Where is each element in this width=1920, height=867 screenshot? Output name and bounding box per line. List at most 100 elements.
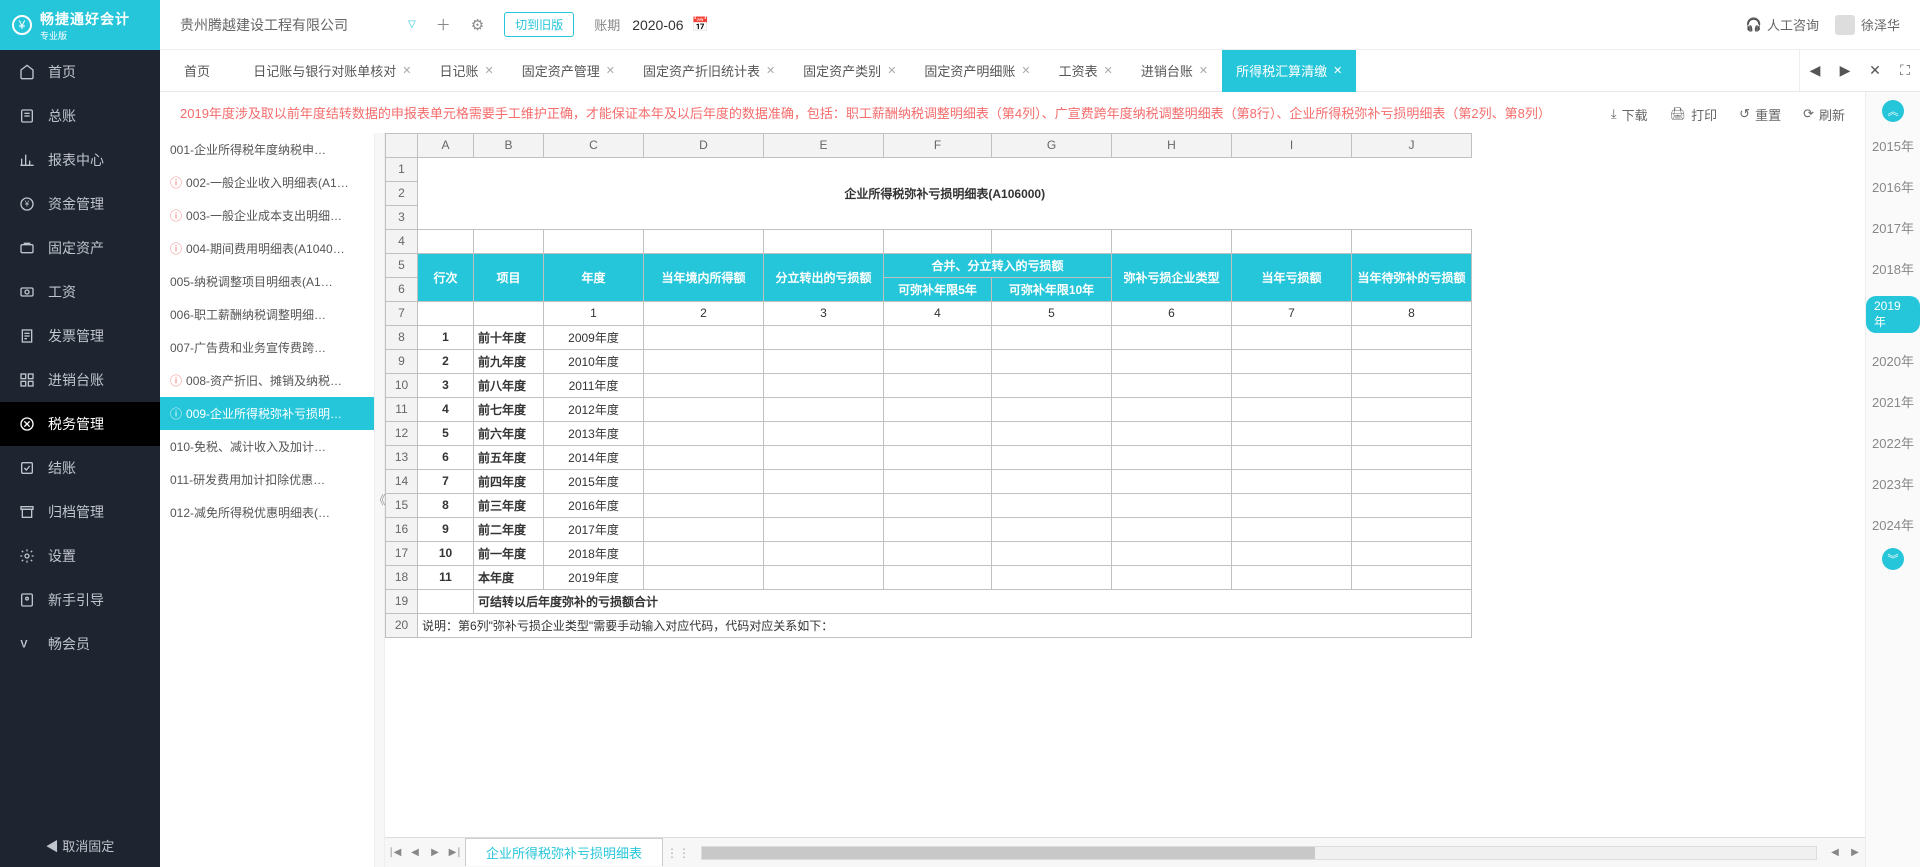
sidebar-item-settings[interactable]: 设置 <box>0 534 160 578</box>
cell[interactable]: 10 <box>418 541 474 565</box>
tab[interactable]: 固定资产明细账✕ <box>910 50 1044 92</box>
sidebar-item-home[interactable]: 首页 <box>0 50 160 94</box>
row-header[interactable]: 16 <box>386 517 418 541</box>
cell[interactable] <box>1232 469 1352 493</box>
cell[interactable] <box>764 541 884 565</box>
cell[interactable] <box>1352 373 1472 397</box>
report-item[interactable]: 011-研发费用加计扣除优惠… <box>160 463 374 496</box>
report-item[interactable]: 012-减免所得税优惠明细表(… <box>160 496 374 529</box>
cell[interactable]: 本年度 <box>474 565 544 589</box>
cell[interactable]: 9 <box>418 517 474 541</box>
cell[interactable] <box>644 397 764 421</box>
cell[interactable] <box>1352 229 1472 253</box>
hscroll-right[interactable]: ▶ <box>1845 843 1865 863</box>
cell[interactable]: 说明：第6列"弥补亏损企业类型"需要手动输入对应代码，代码对应关系如下： <box>418 613 1472 637</box>
sheet-last-button[interactable]: ▶∣ <box>445 843 465 863</box>
cell[interactable]: 2 <box>418 349 474 373</box>
row-header[interactable]: 5 <box>386 253 418 277</box>
cell[interactable] <box>1112 541 1232 565</box>
report-item[interactable]: ⓘ004-期间费用明细表(A1040… <box>160 232 374 265</box>
cell[interactable]: 2018年度 <box>544 541 644 565</box>
cell[interactable] <box>1352 541 1472 565</box>
cell[interactable] <box>764 397 884 421</box>
cell[interactable]: 1 <box>544 301 644 325</box>
cell[interactable]: 3 <box>418 373 474 397</box>
cell[interactable]: 2016年度 <box>544 493 644 517</box>
report-item[interactable]: 010-免税、减计收入及加计… <box>160 430 374 463</box>
row-header[interactable]: 2 <box>386 181 418 205</box>
report-item[interactable]: ⓘ003-一般企业成本支出明细… <box>160 199 374 232</box>
cell[interactable]: 11 <box>418 565 474 589</box>
cell[interactable] <box>884 421 992 445</box>
year-up-button[interactable]: ︽ <box>1882 100 1904 122</box>
row-header[interactable]: 14 <box>386 469 418 493</box>
close-icon[interactable]: ✕ <box>1104 64 1113 77</box>
company-selector[interactable]: 贵州腾越建设工程有限公司 ▽ <box>180 15 416 35</box>
cell[interactable] <box>1352 565 1472 589</box>
cell[interactable] <box>644 373 764 397</box>
sidebar-item-report[interactable]: 报表中心 <box>0 138 160 182</box>
sidebar-item-money[interactable]: ¥资金管理 <box>0 182 160 226</box>
year-button[interactable]: 2022年 <box>1866 429 1920 456</box>
row-header[interactable]: 17 <box>386 541 418 565</box>
col-header[interactable]: J <box>1352 133 1472 157</box>
cell[interactable]: 2 <box>644 301 764 325</box>
sidebar-item-asset[interactable]: 固定资产 <box>0 226 160 270</box>
report-item[interactable]: 007-广告费和业务宣传费跨… <box>160 331 374 364</box>
cell[interactable]: 5 <box>418 421 474 445</box>
cell[interactable]: 2012年度 <box>544 397 644 421</box>
tab[interactable]: 固定资产管理✕ <box>508 50 629 92</box>
cell[interactable] <box>644 349 764 373</box>
cell[interactable]: 2014年度 <box>544 445 644 469</box>
row-header[interactable]: 6 <box>386 277 418 301</box>
sidebar-item-stock[interactable]: 进销台账 <box>0 358 160 402</box>
sheet-drag-handle[interactable]: ⋮⋮ <box>663 846 693 860</box>
add-icon[interactable]: ＋ <box>436 14 451 35</box>
cell[interactable] <box>884 229 992 253</box>
cell[interactable]: 2017年度 <box>544 517 644 541</box>
consult-button[interactable]: 🎧 人工咨询 <box>1746 15 1819 34</box>
cell[interactable] <box>992 517 1112 541</box>
tab[interactable]: 固定资产类别✕ <box>789 50 910 92</box>
year-down-button[interactable]: ︾ <box>1882 548 1904 570</box>
cell[interactable] <box>764 565 884 589</box>
report-item[interactable]: 005-纳税调整项目明细表(A1… <box>160 265 374 298</box>
cell[interactable] <box>644 445 764 469</box>
year-button[interactable]: 2017年 <box>1866 214 1920 241</box>
cell[interactable]: 前一年度 <box>474 541 544 565</box>
cell[interactable] <box>1112 445 1232 469</box>
download-button[interactable]: ⤓下载 <box>1611 105 1648 124</box>
tab[interactable]: 日记账与银行对账单核对✕ <box>239 50 425 92</box>
cell[interactable] <box>1112 349 1232 373</box>
cell[interactable] <box>992 493 1112 517</box>
cell[interactable]: 2011年度 <box>544 373 644 397</box>
close-icon[interactable]: ✕ <box>887 64 896 77</box>
cell[interactable] <box>1232 373 1352 397</box>
year-button[interactable]: 2024年 <box>1866 511 1920 538</box>
cell[interactable] <box>644 541 764 565</box>
cell[interactable] <box>418 229 474 253</box>
col-header[interactable]: D <box>644 133 764 157</box>
cell[interactable] <box>992 541 1112 565</box>
cell[interactable] <box>884 469 992 493</box>
sheet-tab[interactable]: 企业所得税弥补亏损明细表 <box>465 838 663 866</box>
year-button[interactable]: 2023年 <box>1866 470 1920 497</box>
cell[interactable] <box>1112 517 1232 541</box>
cell[interactable] <box>884 445 992 469</box>
cell[interactable] <box>992 421 1112 445</box>
cell[interactable] <box>884 325 992 349</box>
row-header[interactable]: 11 <box>386 397 418 421</box>
cell[interactable] <box>1352 445 1472 469</box>
switch-version-button[interactable]: 切到旧版 <box>504 12 574 37</box>
cell[interactable] <box>644 229 764 253</box>
row-header[interactable]: 10 <box>386 373 418 397</box>
report-item[interactable]: 001-企业所得税年度纳税申… <box>160 133 374 166</box>
row-header[interactable]: 3 <box>386 205 418 229</box>
cell[interactable] <box>884 565 992 589</box>
cell[interactable]: 2009年度 <box>544 325 644 349</box>
cell[interactable] <box>1352 325 1472 349</box>
horizontal-scrollbar[interactable] <box>701 846 1817 860</box>
close-icon[interactable]: ✕ <box>766 64 775 77</box>
cell[interactable] <box>644 469 764 493</box>
cell[interactable]: 4 <box>884 301 992 325</box>
